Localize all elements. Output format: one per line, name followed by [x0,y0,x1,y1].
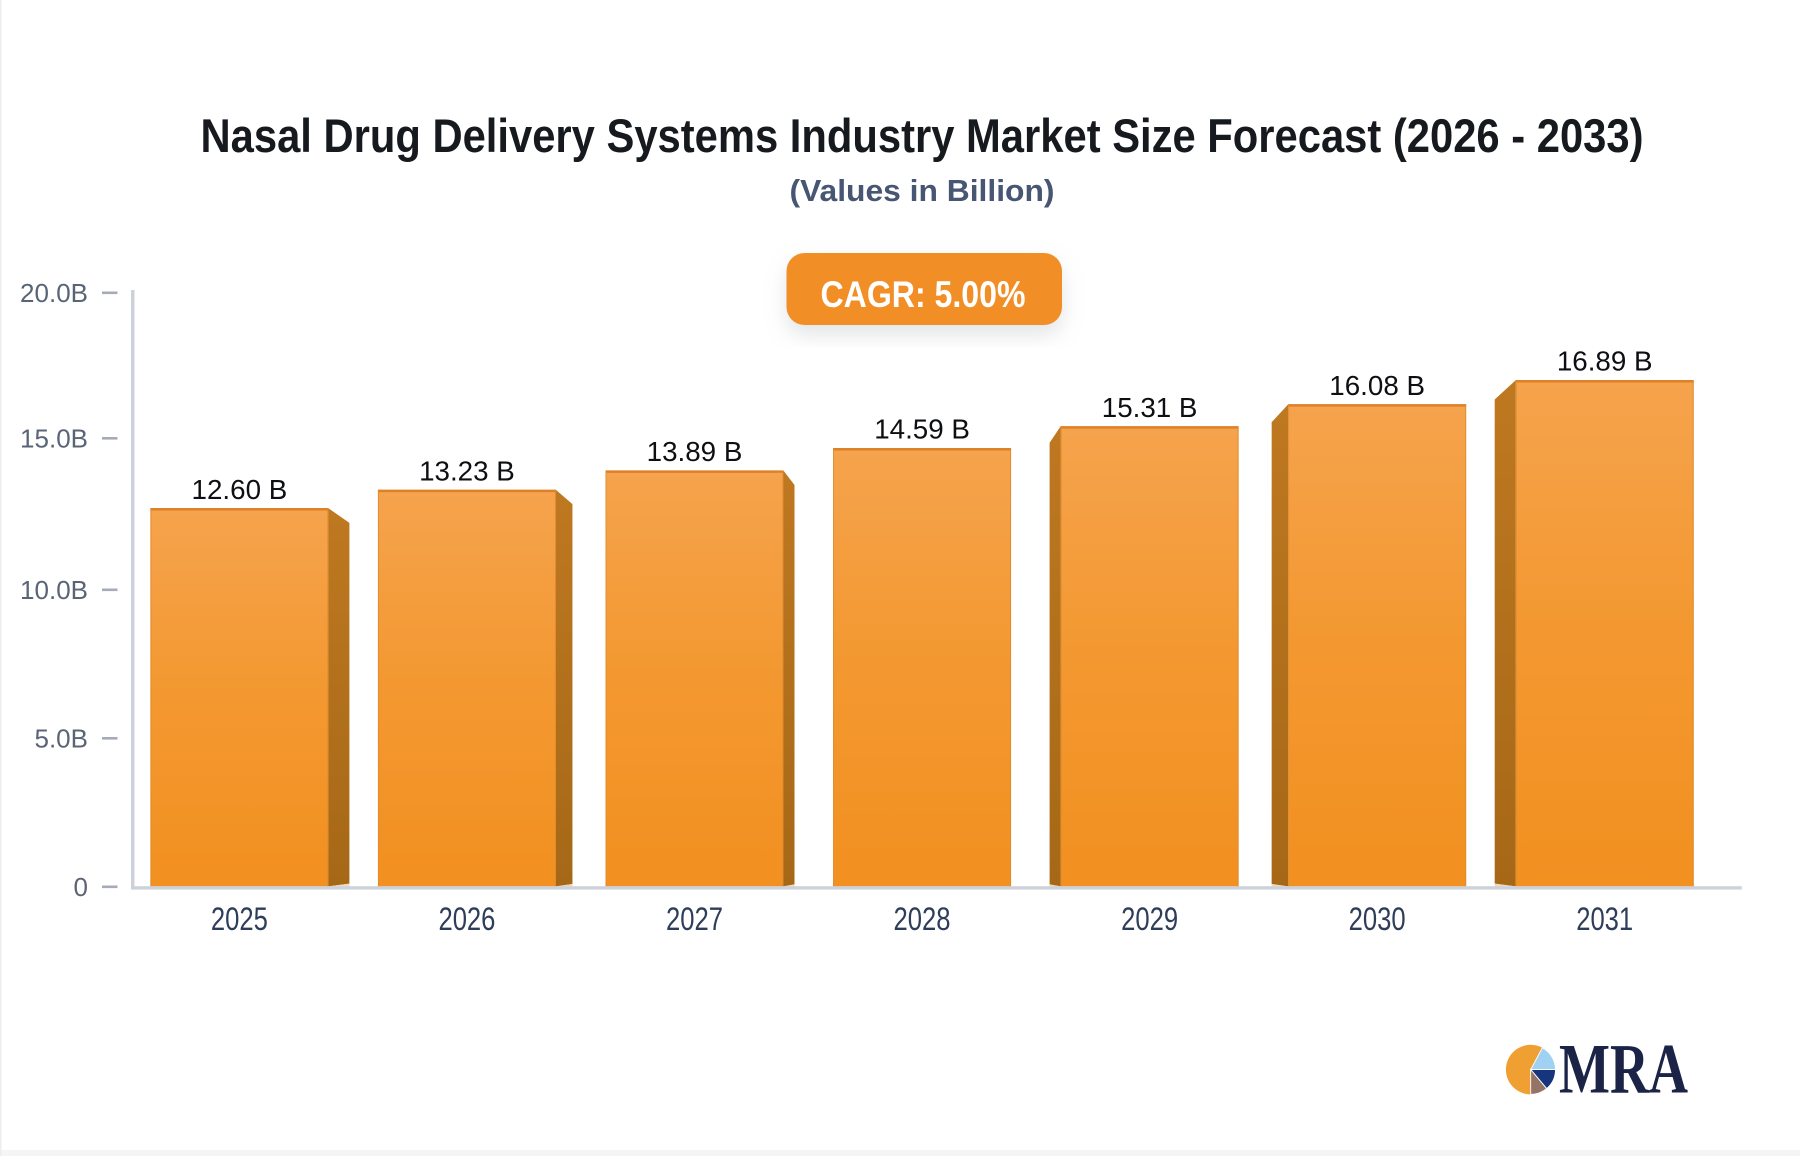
svg-text:5.0B: 5.0B [35,723,89,753]
svg-text:2029: 2029 [1121,901,1178,937]
svg-text:2025: 2025 [211,901,268,937]
svg-text:CAGR: 5.00%: CAGR: 5.00% [821,274,1026,315]
svg-text:(Values in Billion): (Values in Billion) [790,173,1055,208]
svg-text:2026: 2026 [438,901,495,937]
svg-text:2028: 2028 [894,901,951,937]
svg-text:16.89 B: 16.89 B [1557,346,1653,377]
svg-text:12.60 B: 12.60 B [192,474,288,505]
svg-text:13.89 B: 13.89 B [647,436,743,467]
svg-text:MRA: MRA [1559,1030,1688,1108]
svg-text:20.0B: 20.0B [20,278,88,308]
svg-text:15.31 B: 15.31 B [1102,392,1198,423]
svg-text:15.0B: 15.0B [20,423,88,453]
svg-text:Nasal Drug Delivery Systems In: Nasal Drug Delivery Systems Industry Mar… [201,109,1644,162]
svg-text:2030: 2030 [1349,901,1406,937]
svg-text:2027: 2027 [666,901,723,937]
svg-text:10.0B: 10.0B [20,575,88,605]
svg-text:0: 0 [74,872,88,902]
svg-text:13.23 B: 13.23 B [419,455,515,486]
svg-text:16.08 B: 16.08 B [1329,370,1425,401]
svg-text:2031: 2031 [1576,901,1633,937]
svg-text:14.59 B: 14.59 B [874,414,970,445]
